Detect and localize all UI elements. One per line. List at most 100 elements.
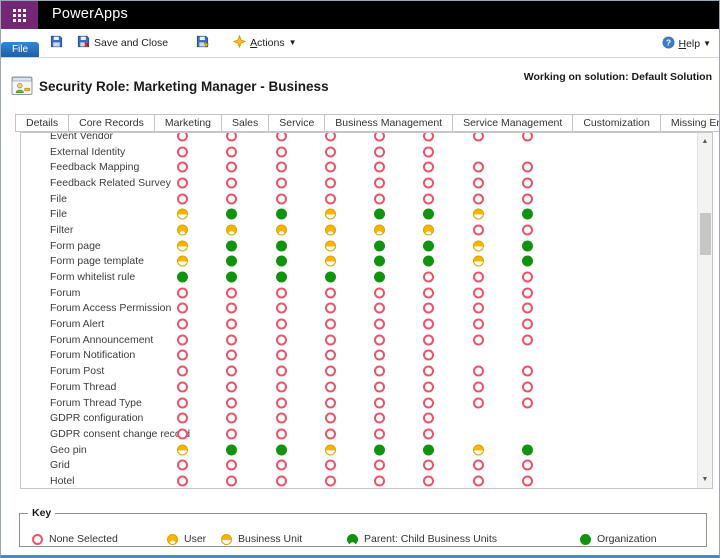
tab-details[interactable]: Details <box>15 114 70 132</box>
permission-toggle-none-icon[interactable] <box>522 334 533 346</box>
permission-toggle-none-icon[interactable] <box>276 161 287 173</box>
permission-toggle-none-icon[interactable] <box>226 318 237 330</box>
permission-toggle-org-icon[interactable] <box>423 240 434 252</box>
permission-toggle-none-icon[interactable] <box>177 318 188 330</box>
permission-toggle-none-icon[interactable] <box>177 161 188 173</box>
file-menu-button[interactable]: File <box>1 42 39 57</box>
tab-customization[interactable]: Customization <box>572 114 661 132</box>
permission-toggle-none-icon[interactable] <box>226 302 237 314</box>
entity-name[interactable]: Filter <box>50 223 74 236</box>
permission-toggle-bu-icon[interactable] <box>325 255 336 267</box>
tab-sales[interactable]: Sales <box>221 114 270 132</box>
entity-name[interactable]: Hotel <box>50 474 75 487</box>
permission-toggle-none-icon[interactable] <box>276 146 287 158</box>
permission-toggle-org-icon[interactable] <box>522 255 533 267</box>
permission-toggle-none-icon[interactable] <box>374 428 385 440</box>
permission-toggle-none-icon[interactable] <box>177 334 188 346</box>
permission-toggle-none-icon[interactable] <box>522 302 533 314</box>
permission-toggle-none-icon[interactable] <box>177 133 188 142</box>
permission-toggle-none-icon[interactable] <box>423 193 434 205</box>
scroll-up-icon[interactable]: ▲ <box>701 138 709 145</box>
help-menu-button[interactable]: ? Help ▼ <box>662 36 711 52</box>
permission-toggle-none-icon[interactable] <box>374 334 385 346</box>
permission-toggle-none-icon[interactable] <box>177 146 188 158</box>
permission-toggle-none-icon[interactable] <box>177 459 188 471</box>
permission-toggle-bu-icon[interactable] <box>177 255 188 267</box>
permission-toggle-none-icon[interactable] <box>522 193 533 205</box>
entity-name[interactable]: Form whitelist rule <box>50 271 136 284</box>
permission-toggle-none-icon[interactable] <box>374 133 385 142</box>
permission-toggle-none-icon[interactable] <box>423 475 434 487</box>
permission-toggle-none-icon[interactable] <box>276 177 287 189</box>
permission-toggle-none-icon[interactable] <box>177 193 188 205</box>
permission-toggle-none-icon[interactable] <box>374 397 385 409</box>
permission-toggle-none-icon[interactable] <box>276 365 287 377</box>
permission-toggle-none-icon[interactable] <box>374 193 385 205</box>
permission-toggle-org-icon[interactable] <box>522 240 533 252</box>
permission-toggle-none-icon[interactable] <box>374 287 385 299</box>
permission-toggle-user-icon[interactable] <box>177 224 188 236</box>
permission-toggle-none-icon[interactable] <box>325 193 336 205</box>
permission-toggle-bu-icon[interactable] <box>473 255 484 267</box>
entity-name[interactable]: Forum Alert <box>50 318 105 331</box>
permission-toggle-none-icon[interactable] <box>374 381 385 393</box>
permission-toggle-org-icon[interactable] <box>276 255 287 267</box>
tab-business-management[interactable]: Business Management <box>324 114 454 132</box>
permission-toggle-none-icon[interactable] <box>325 428 336 440</box>
permission-toggle-none-icon[interactable] <box>226 475 237 487</box>
entity-name[interactable]: Form page template <box>50 255 144 268</box>
permission-toggle-none-icon[interactable] <box>374 177 385 189</box>
permission-toggle-none-icon[interactable] <box>374 146 385 158</box>
permission-toggle-org-icon[interactable] <box>522 444 533 456</box>
permission-toggle-none-icon[interactable] <box>374 318 385 330</box>
permission-toggle-none-icon[interactable] <box>226 381 237 393</box>
permission-toggle-none-icon[interactable] <box>374 161 385 173</box>
permission-toggle-user-icon[interactable] <box>423 224 434 236</box>
permission-toggle-org-icon[interactable] <box>226 208 237 220</box>
permission-toggle-none-icon[interactable] <box>522 271 533 283</box>
permission-toggle-none-icon[interactable] <box>473 193 484 205</box>
permission-toggle-none-icon[interactable] <box>522 459 533 471</box>
tab-missing-entities[interactable]: Missing Entities <box>659 114 719 132</box>
permission-toggle-none-icon[interactable] <box>226 146 237 158</box>
permission-toggle-bu-icon[interactable] <box>473 240 484 252</box>
entity-name[interactable]: External Identity <box>50 145 126 158</box>
permission-toggle-none-icon[interactable] <box>276 475 287 487</box>
permission-toggle-none-icon[interactable] <box>177 475 188 487</box>
entity-name[interactable]: File <box>50 208 67 221</box>
permission-toggle-user-icon[interactable] <box>276 224 287 236</box>
save-and-close-button[interactable]: Save and Close <box>72 32 173 54</box>
permission-toggle-none-icon[interactable] <box>522 133 533 142</box>
permission-toggle-none-icon[interactable] <box>522 224 533 236</box>
permission-toggle-none-icon[interactable] <box>226 412 237 424</box>
permission-toggle-org-icon[interactable] <box>276 240 287 252</box>
permission-toggle-none-icon[interactable] <box>473 224 484 236</box>
permission-toggle-bu-icon[interactable] <box>177 444 188 456</box>
permission-toggle-none-icon[interactable] <box>423 349 434 361</box>
permission-toggle-none-icon[interactable] <box>276 193 287 205</box>
permission-toggle-org-icon[interactable] <box>177 271 188 283</box>
permission-toggle-none-icon[interactable] <box>325 349 336 361</box>
entity-name[interactable]: Forum Thread Type <box>50 396 142 409</box>
permission-toggle-none-icon[interactable] <box>473 397 484 409</box>
permission-toggle-none-icon[interactable] <box>473 302 484 314</box>
permission-toggle-none-icon[interactable] <box>177 428 188 440</box>
permission-toggle-none-icon[interactable] <box>473 381 484 393</box>
permission-toggle-none-icon[interactable] <box>226 193 237 205</box>
entity-name[interactable]: Forum Announcement <box>50 333 154 346</box>
permission-toggle-none-icon[interactable] <box>325 381 336 393</box>
permission-toggle-none-icon[interactable] <box>226 133 237 142</box>
permission-toggle-none-icon[interactable] <box>473 287 484 299</box>
permission-toggle-org-icon[interactable] <box>276 271 287 283</box>
permission-toggle-none-icon[interactable] <box>423 287 434 299</box>
permission-toggle-none-icon[interactable] <box>325 397 336 409</box>
actions-menu-button[interactable]: Actions ▼ <box>228 32 301 54</box>
permission-toggle-user-icon[interactable] <box>226 224 237 236</box>
permission-toggle-org-icon[interactable] <box>276 444 287 456</box>
save-as-button[interactable] <box>191 32 214 54</box>
permission-toggle-none-icon[interactable] <box>423 381 434 393</box>
permission-toggle-none-icon[interactable] <box>522 318 533 330</box>
permission-toggle-none-icon[interactable] <box>325 161 336 173</box>
permission-toggle-none-icon[interactable] <box>522 161 533 173</box>
permission-toggle-bu-icon[interactable] <box>325 208 336 220</box>
